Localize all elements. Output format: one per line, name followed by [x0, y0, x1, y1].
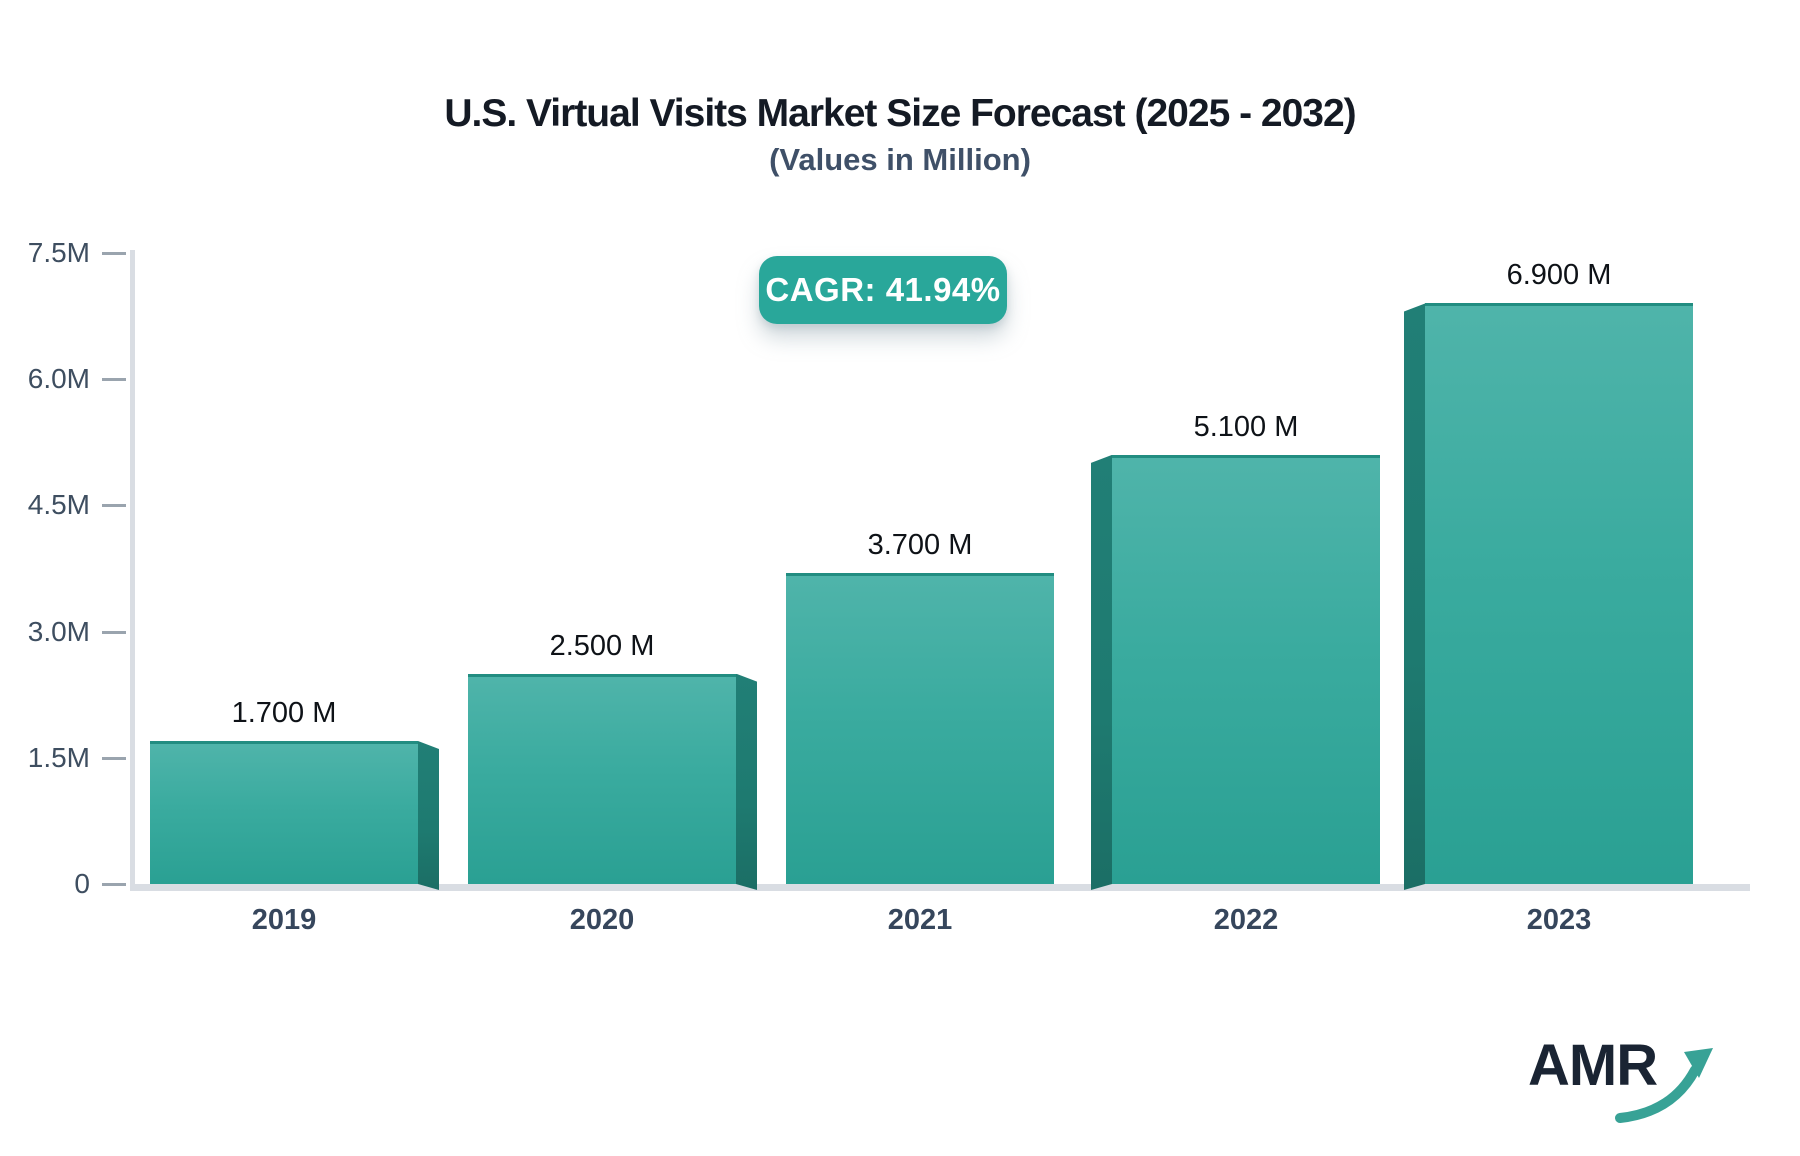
y-axis-line: [130, 250, 135, 891]
bar-2019: [150, 740, 418, 884]
y-tick-label: 7.5M: [27, 237, 90, 268]
bar-value-label: 2.500 M: [549, 629, 655, 662]
bar-2022-side-face: [1091, 455, 1112, 890]
x-axis-baseline: [130, 884, 1750, 891]
x-tick-label: 2019: [251, 904, 317, 936]
chart-subtitle: (Values in Million): [769, 142, 1031, 177]
amr-logo-text: AMR: [1528, 1033, 1658, 1098]
x-tick-label: 2021: [887, 904, 953, 936]
y-tick-label: 4.5M: [27, 489, 90, 521]
cagr-badge: CAGR: 41.94%: [759, 256, 1007, 324]
x-tick-label: 2023: [1526, 904, 1592, 936]
y-tick-label: 1.5M: [27, 741, 90, 773]
cagr-badge-label: CAGR: 41.94%: [765, 271, 1001, 308]
bar-2019-side-face: [418, 741, 439, 890]
bar-2020-side-face: [736, 674, 757, 890]
bar-2021: [786, 572, 1054, 884]
y-tick-label: 3.0M: [27, 615, 90, 647]
x-tick-label: 2020: [569, 904, 635, 936]
bar-2023: [1425, 303, 1693, 884]
bar-2020: [468, 673, 736, 884]
y-tick-mark: [102, 756, 126, 760]
y-tick-label: 0: [74, 868, 90, 899]
bar-value-label: 1.700 M: [231, 696, 337, 729]
bar-value-label: 5.100 M: [1193, 410, 1299, 443]
growth-arrow-icon: [1615, 1048, 1713, 1123]
y-tick-mark: [102, 883, 126, 886]
y-tick-mark: [102, 630, 126, 634]
y-tick-mark: [102, 504, 126, 508]
bar-value-label: 6.900 M: [1506, 259, 1612, 292]
chart-title: U.S. Virtual Visits Market Size Forecast…: [444, 92, 1356, 135]
bar-value-label: 3.700 M: [867, 528, 973, 561]
bar-2022: [1112, 454, 1380, 884]
y-tick-label: 6.0M: [27, 363, 90, 395]
y-tick-mark: [102, 378, 126, 382]
x-tick-label: 2022: [1213, 904, 1279, 936]
y-tick-mark: [102, 252, 126, 255]
bar-2023-side-face: [1404, 303, 1425, 890]
amr-logo: AMR: [1528, 1026, 1728, 1136]
